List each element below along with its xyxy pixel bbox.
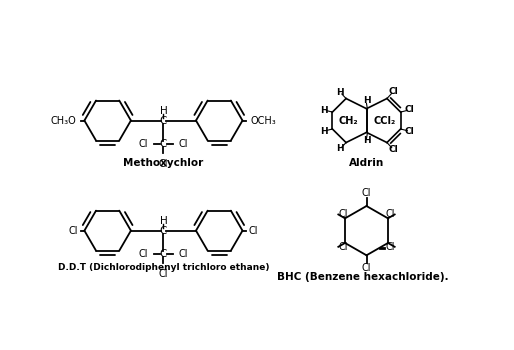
Text: Cl: Cl xyxy=(389,145,398,154)
Text: Aldrin: Aldrin xyxy=(349,158,384,168)
Text: H: H xyxy=(320,127,328,135)
Text: H: H xyxy=(159,216,168,226)
Text: C: C xyxy=(160,249,167,259)
Text: H: H xyxy=(159,106,168,116)
Text: Cl: Cl xyxy=(338,210,348,219)
Text: Cl: Cl xyxy=(159,269,168,279)
Text: Cl: Cl xyxy=(338,242,348,252)
Text: C: C xyxy=(160,139,167,149)
Text: Cl: Cl xyxy=(385,242,395,252)
Text: Cl: Cl xyxy=(385,210,395,219)
Text: Cl: Cl xyxy=(249,226,258,236)
Text: H: H xyxy=(337,88,344,97)
Text: Methoxychlor: Methoxychlor xyxy=(123,158,204,168)
Text: CH₃O: CH₃O xyxy=(51,116,77,126)
Text: Cl: Cl xyxy=(138,249,148,259)
Text: D.D.T (Dichlorodiphenyl trichloro ethane): D.D.T (Dichlorodiphenyl trichloro ethane… xyxy=(58,263,269,272)
Text: CH₂: CH₂ xyxy=(339,116,358,126)
Text: Cl: Cl xyxy=(362,188,371,198)
Text: C: C xyxy=(160,116,167,126)
Text: BHC (Benzene hexachloride).: BHC (Benzene hexachloride). xyxy=(277,272,448,282)
Text: Cl: Cl xyxy=(405,127,414,136)
Text: C: C xyxy=(160,226,167,236)
Text: CCl₂: CCl₂ xyxy=(374,116,396,126)
Text: Cl: Cl xyxy=(138,139,148,149)
Text: Cl: Cl xyxy=(362,263,371,273)
Text: Cl: Cl xyxy=(179,139,189,149)
Text: Cl: Cl xyxy=(179,249,189,259)
Text: Cl: Cl xyxy=(159,159,168,169)
Text: OCH₃: OCH₃ xyxy=(250,116,276,126)
Text: Cl: Cl xyxy=(389,87,398,96)
Text: H: H xyxy=(320,105,328,114)
Text: H: H xyxy=(363,97,370,105)
Text: H: H xyxy=(337,144,344,153)
Text: Cl: Cl xyxy=(405,105,414,114)
Text: Cl: Cl xyxy=(69,226,78,236)
Text: H: H xyxy=(363,135,370,145)
